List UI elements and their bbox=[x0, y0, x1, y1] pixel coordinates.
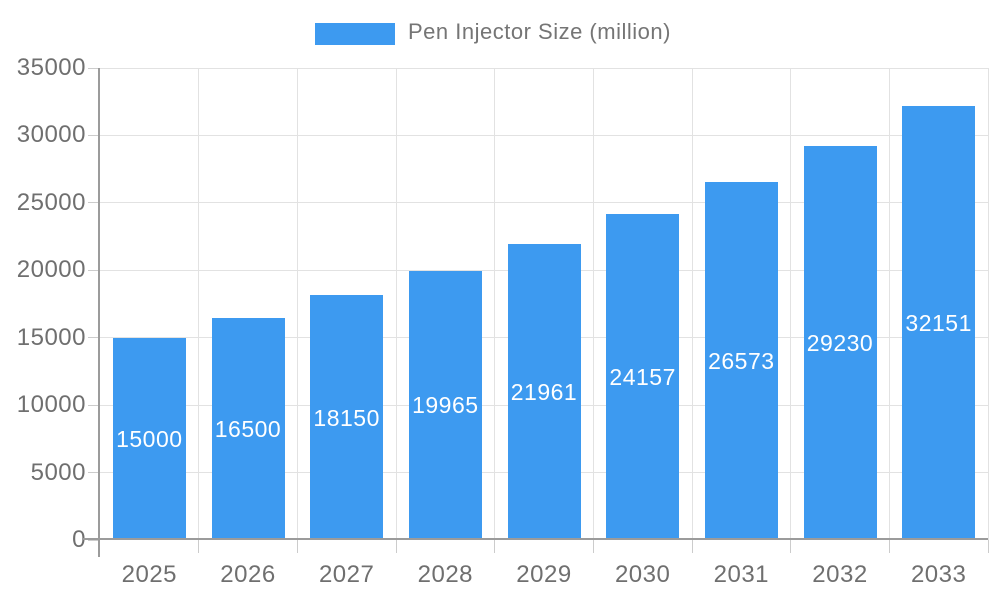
y-axis-tick-label: 30000 bbox=[16, 121, 86, 149]
x-axis-tick-label: 2030 bbox=[614, 561, 671, 588]
x-axis-tick-label: 2032 bbox=[812, 561, 868, 588]
y-axis-tick-label: 20000 bbox=[16, 256, 86, 284]
v-gridline bbox=[198, 68, 200, 540]
y-axis-tick bbox=[88, 404, 100, 406]
x-axis-tick bbox=[494, 540, 496, 553]
v-gridline bbox=[888, 68, 890, 540]
bar-value-label: 32151 bbox=[905, 310, 972, 337]
bar-value-label: 18150 bbox=[313, 404, 380, 431]
y-axis-tick-label: 10000 bbox=[16, 391, 86, 419]
bar-2032[interactable] bbox=[803, 145, 877, 540]
v-gridline bbox=[494, 68, 496, 540]
x-axis-tick bbox=[592, 540, 594, 553]
legend[interactable]: Pen Injector Size (million) bbox=[315, 18, 671, 46]
y-axis-tick-label: 15000 bbox=[16, 323, 86, 351]
y-axis-tick-label: 35000 bbox=[16, 54, 86, 81]
x-axis-tick-label: 2026 bbox=[220, 561, 276, 588]
x-axis-tick bbox=[987, 540, 989, 553]
y-axis-tick bbox=[88, 134, 100, 136]
bar-value-label: 21961 bbox=[510, 378, 578, 405]
bar-2030[interactable] bbox=[606, 214, 680, 540]
y-axis-tick bbox=[88, 202, 100, 204]
v-gridline bbox=[592, 68, 594, 540]
y-axis-tick-label: 0 bbox=[72, 526, 86, 553]
y-axis-tick bbox=[88, 337, 100, 339]
x-axis-tick bbox=[395, 540, 397, 553]
plot-area: 0 5000 10000 15000 20000 25000 30000 35000 15000… bbox=[17, 55, 989, 588]
h-gridline bbox=[100, 202, 988, 204]
h-gridline bbox=[100, 134, 988, 136]
bar-value-label: 19965 bbox=[412, 392, 479, 419]
x-axis-tick bbox=[691, 540, 693, 553]
x-axis-tick bbox=[198, 540, 200, 553]
v-gridline bbox=[296, 68, 298, 540]
x-axis-tick-label: 2031 bbox=[713, 561, 770, 588]
x-axis-tick bbox=[888, 540, 890, 553]
x-axis-tick-label: 2025 bbox=[121, 561, 178, 588]
x-axis-tick-label: 2027 bbox=[318, 561, 375, 588]
x-axis-tick bbox=[296, 540, 298, 553]
legend-swatch-icon bbox=[315, 22, 395, 45]
v-gridline bbox=[790, 68, 792, 540]
bar-2027[interactable] bbox=[310, 295, 384, 540]
y-axis-tick bbox=[88, 67, 100, 69]
x-axis-line bbox=[82, 538, 988, 540]
bar-2029[interactable] bbox=[507, 243, 581, 540]
bar-value-label: 15000 bbox=[116, 425, 183, 452]
bar-value-label: 16500 bbox=[214, 415, 282, 442]
bar-2025[interactable] bbox=[112, 337, 186, 540]
x-axis-tick-label: 2033 bbox=[910, 561, 967, 588]
v-gridline bbox=[691, 68, 693, 540]
y-axis-tick bbox=[88, 472, 100, 474]
bar-2033[interactable] bbox=[902, 106, 976, 540]
v-gridline bbox=[395, 68, 397, 540]
y-axis-tick bbox=[88, 539, 100, 541]
bar-value-label: 24157 bbox=[609, 364, 676, 391]
h-gridline bbox=[100, 67, 988, 69]
legend-label: Pen Injector Size (million) bbox=[408, 19, 671, 44]
bar-value-label: 29230 bbox=[806, 329, 874, 356]
y-axis-tick-label: 5000 bbox=[30, 458, 86, 486]
y-axis-tick bbox=[88, 269, 100, 271]
x-axis-tick-label: 2029 bbox=[516, 561, 572, 588]
x-axis-tick-label: 2028 bbox=[417, 561, 474, 588]
bar-2031[interactable] bbox=[704, 181, 778, 540]
bar-2026[interactable] bbox=[211, 317, 285, 540]
x-axis-tick bbox=[790, 540, 792, 553]
y-axis-tick-label: 25000 bbox=[16, 188, 86, 216]
bar-value-label: 26573 bbox=[708, 347, 775, 374]
bar-2028[interactable] bbox=[408, 270, 482, 540]
y-axis-line bbox=[98, 68, 100, 557]
v-gridline bbox=[987, 68, 989, 540]
